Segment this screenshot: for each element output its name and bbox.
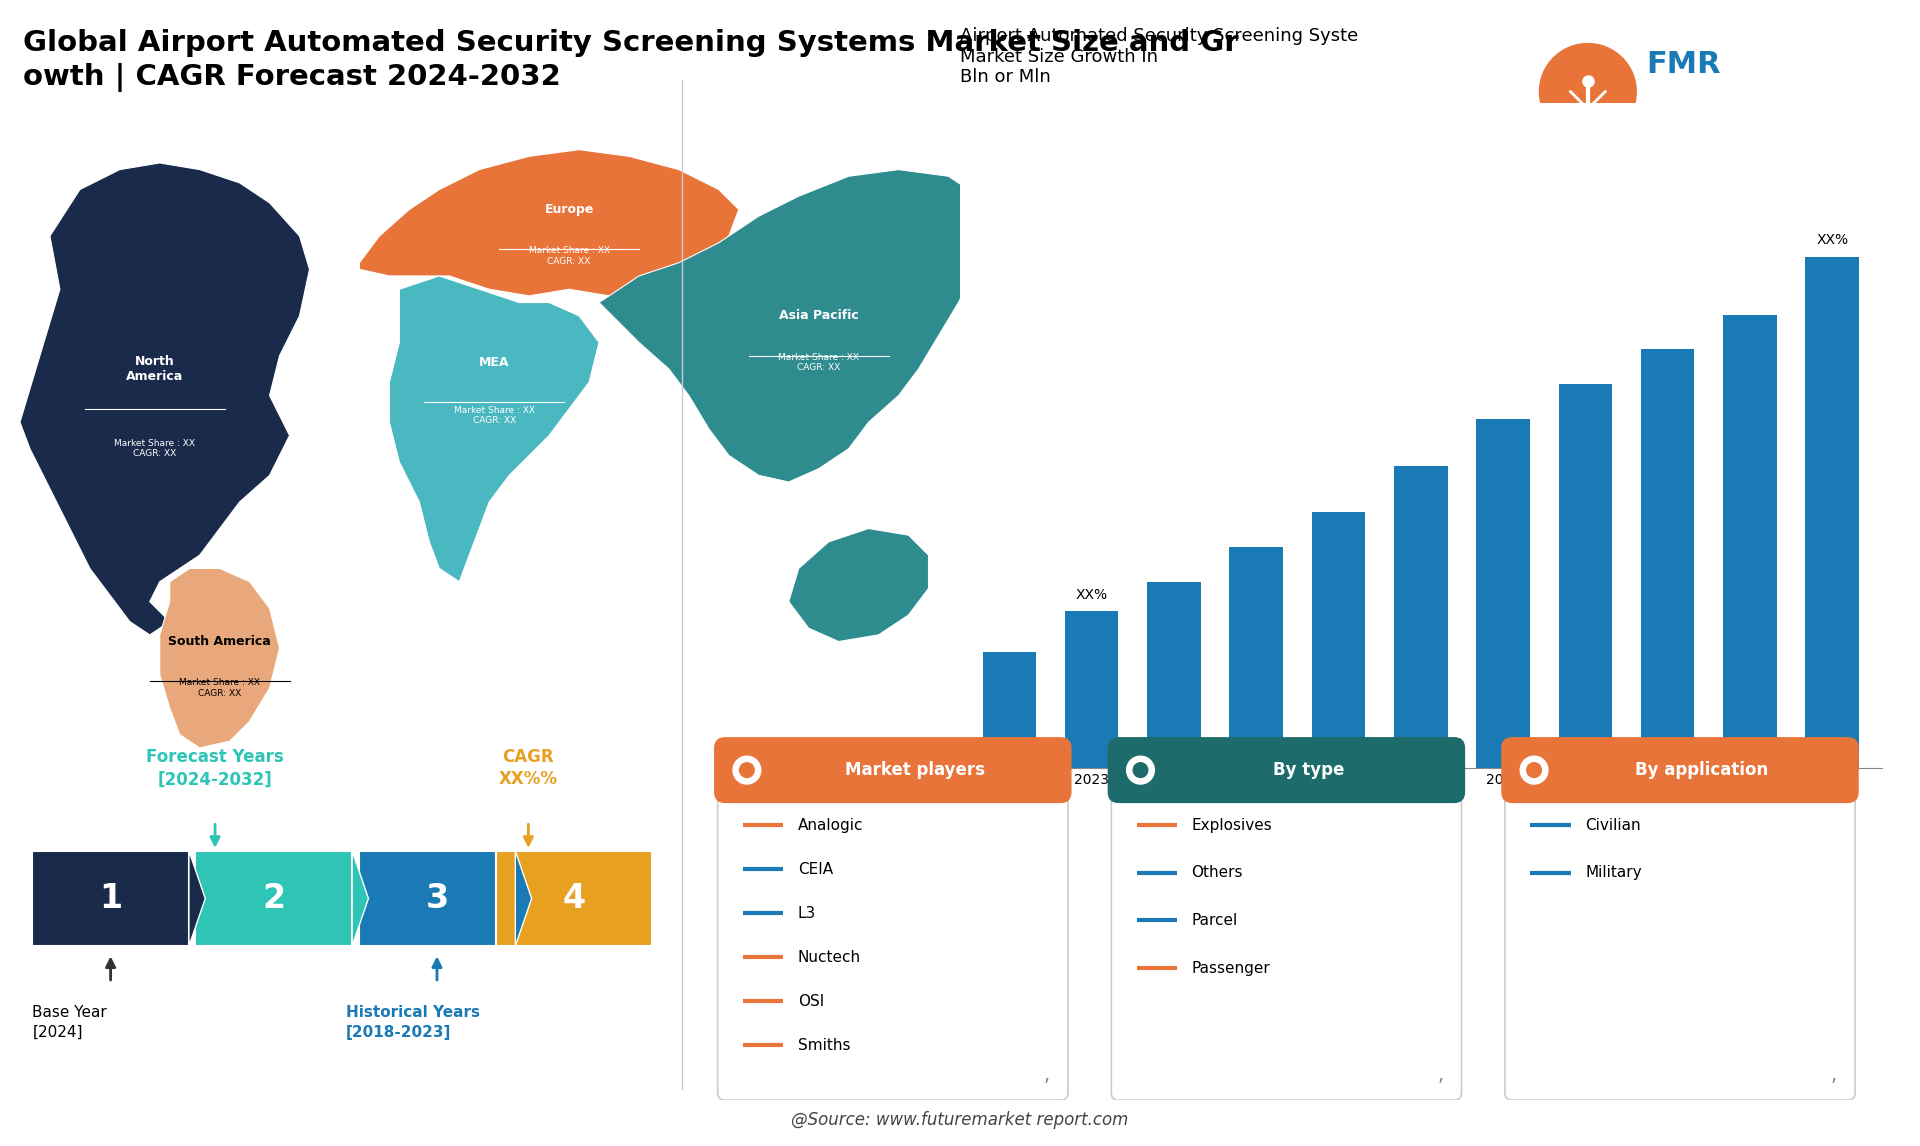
Polygon shape bbox=[515, 850, 532, 947]
Text: Market Share : XX
CAGR: XX: Market Share : XX CAGR: XX bbox=[453, 406, 534, 425]
Text: Parcel: Parcel bbox=[1192, 913, 1238, 928]
FancyBboxPatch shape bbox=[33, 850, 188, 947]
Circle shape bbox=[1521, 756, 1548, 784]
Text: Market Share : XX
CAGR: XX: Market Share : XX CAGR: XX bbox=[778, 353, 858, 372]
FancyBboxPatch shape bbox=[718, 792, 1068, 1100]
Polygon shape bbox=[390, 276, 599, 582]
Circle shape bbox=[1133, 763, 1148, 777]
Text: Civilian: Civilian bbox=[1586, 817, 1642, 833]
Text: Smiths: Smiths bbox=[799, 1037, 851, 1053]
Polygon shape bbox=[159, 568, 280, 748]
Text: FMR: FMR bbox=[1647, 49, 1720, 79]
Polygon shape bbox=[188, 850, 205, 947]
FancyBboxPatch shape bbox=[495, 850, 653, 947]
Bar bbox=[1559, 384, 1613, 768]
Text: Explosives: Explosives bbox=[1192, 817, 1273, 833]
Text: 4: 4 bbox=[563, 882, 586, 915]
Text: Market Share : XX
CAGR: XX: Market Share : XX CAGR: XX bbox=[179, 678, 259, 698]
FancyBboxPatch shape bbox=[714, 737, 1071, 803]
Text: Market Share : XX
CAGR: XX: Market Share : XX CAGR: XX bbox=[528, 246, 609, 266]
Text: Analogic: Analogic bbox=[799, 817, 864, 833]
Text: XX%: XX% bbox=[1816, 234, 1849, 248]
Text: L3: L3 bbox=[799, 905, 816, 920]
Text: Base Year
[2024]: Base Year [2024] bbox=[33, 1005, 108, 1039]
Bar bbox=[1476, 419, 1530, 768]
Text: MEA: MEA bbox=[478, 356, 509, 369]
Bar bbox=[1805, 257, 1859, 768]
Text: Global Airport Automated Security Screening Systems Market Size and Gr
owth | CA: Global Airport Automated Security Screen… bbox=[23, 29, 1238, 92]
Text: ,: , bbox=[1044, 1067, 1050, 1085]
Bar bbox=[1229, 547, 1283, 768]
Text: OSI: OSI bbox=[799, 994, 824, 1008]
Text: 1: 1 bbox=[100, 882, 123, 915]
FancyBboxPatch shape bbox=[196, 850, 351, 947]
Text: Europe: Europe bbox=[545, 203, 593, 215]
FancyBboxPatch shape bbox=[359, 850, 515, 947]
Text: Historical Years
[2018-2023]: Historical Years [2018-2023] bbox=[346, 1005, 480, 1039]
Text: Others: Others bbox=[1192, 865, 1242, 880]
Polygon shape bbox=[351, 850, 369, 947]
FancyBboxPatch shape bbox=[1501, 737, 1859, 803]
Text: Market Share : XX
CAGR: XX: Market Share : XX CAGR: XX bbox=[115, 439, 196, 458]
Circle shape bbox=[739, 763, 755, 777]
Text: Asia Pacific: Asia Pacific bbox=[780, 309, 858, 322]
Text: CAGR
XX%%: CAGR XX%% bbox=[499, 748, 559, 788]
Bar bbox=[1066, 611, 1117, 768]
Text: By type: By type bbox=[1273, 761, 1344, 779]
Text: ,: , bbox=[1832, 1067, 1837, 1085]
Text: ,: , bbox=[1438, 1067, 1444, 1085]
Text: @Source: www.futuremarket report.com: @Source: www.futuremarket report.com bbox=[791, 1110, 1129, 1129]
Polygon shape bbox=[789, 528, 929, 642]
Bar bbox=[1311, 512, 1365, 768]
Text: Nuctech: Nuctech bbox=[799, 950, 860, 965]
Bar bbox=[983, 652, 1037, 768]
Text: Military: Military bbox=[1586, 865, 1642, 880]
Text: FUTURE MARKET REPORT: FUTURE MARKET REPORT bbox=[1647, 115, 1761, 124]
Bar bbox=[1394, 465, 1448, 768]
Text: By application: By application bbox=[1636, 761, 1768, 779]
Text: 3: 3 bbox=[426, 882, 449, 915]
Text: 2: 2 bbox=[263, 882, 286, 915]
FancyBboxPatch shape bbox=[1108, 737, 1465, 803]
Polygon shape bbox=[19, 163, 309, 635]
Polygon shape bbox=[599, 170, 989, 482]
Text: South America: South America bbox=[169, 635, 271, 647]
Text: Airport Automated Security Screening Syste
Market Size Growth In
Bln or Mln: Airport Automated Security Screening Sys… bbox=[960, 26, 1357, 86]
FancyBboxPatch shape bbox=[1505, 792, 1855, 1100]
Text: North
America: North America bbox=[127, 355, 184, 383]
Circle shape bbox=[733, 756, 760, 784]
Bar bbox=[1642, 350, 1693, 768]
Text: Passenger: Passenger bbox=[1192, 960, 1271, 975]
Bar bbox=[1724, 315, 1776, 768]
Polygon shape bbox=[359, 150, 739, 296]
Text: XX%: XX% bbox=[1075, 588, 1108, 602]
Text: Forecast Years
[2024-2032]: Forecast Years [2024-2032] bbox=[146, 748, 284, 788]
Bar bbox=[1148, 582, 1200, 768]
Circle shape bbox=[1540, 44, 1636, 140]
FancyBboxPatch shape bbox=[1112, 792, 1461, 1100]
Text: CEIA: CEIA bbox=[799, 862, 833, 877]
Circle shape bbox=[1127, 756, 1154, 784]
Circle shape bbox=[1526, 763, 1542, 777]
Text: Market players: Market players bbox=[845, 761, 985, 779]
